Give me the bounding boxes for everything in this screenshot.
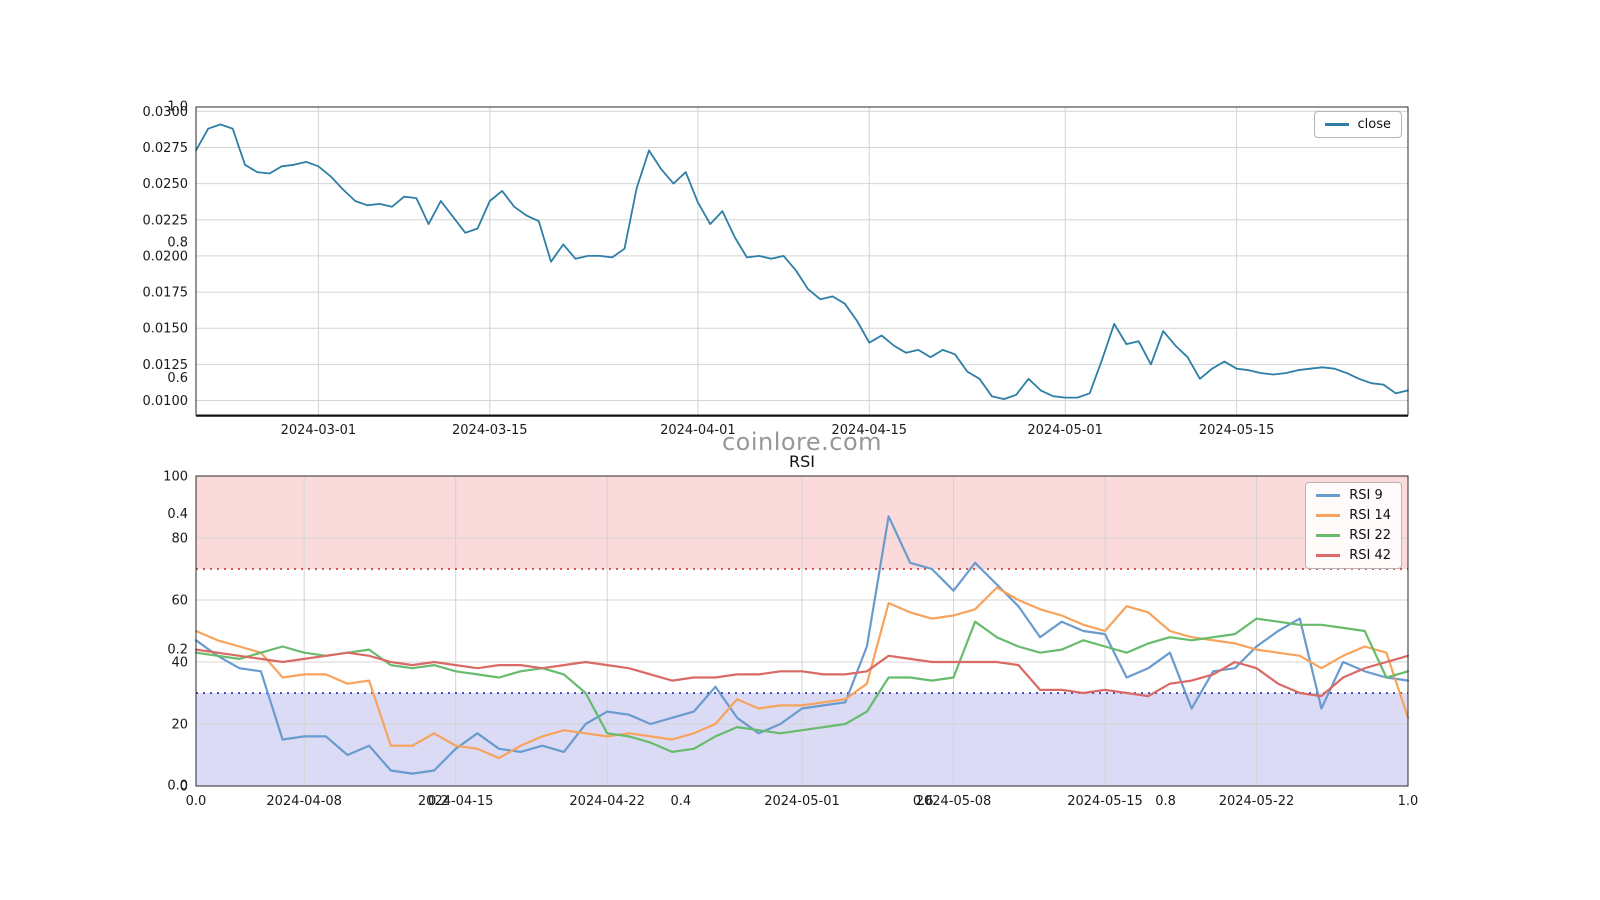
rsi-22-line-sample bbox=[1316, 534, 1341, 537]
y-tick-label: 40 bbox=[171, 656, 188, 671]
legend-label-rsi-22: RSI 22 bbox=[1349, 528, 1391, 543]
y-tick-label: 0.0200 bbox=[143, 249, 189, 264]
rsi-chart-title: RSI bbox=[789, 452, 815, 471]
overlay-x-tick-label: 0.4 bbox=[670, 794, 691, 809]
y-tick-label: 100 bbox=[163, 470, 188, 485]
legend-label-close: close bbox=[1357, 117, 1391, 132]
x-tick-label: 2024-04-22 bbox=[569, 794, 645, 809]
y-tick-label: 0.0225 bbox=[143, 213, 189, 228]
overlay-y-tick-label: 1.0 bbox=[167, 100, 188, 115]
plot-border bbox=[195, 106, 1409, 416]
close-line bbox=[195, 123, 1409, 401]
overlay-y-tick-label: 0.4 bbox=[167, 507, 188, 522]
y-tick-label: 0.0125 bbox=[143, 358, 189, 373]
overlay-y-tick-label: 0.8 bbox=[167, 235, 188, 250]
x-tick-label: 2024-05-15 bbox=[1067, 794, 1143, 809]
x-tick-label: 2024-04-08 bbox=[266, 794, 342, 809]
x-tick-label: 2024-05-22 bbox=[1219, 794, 1295, 809]
legend-label-rsi-9: RSI 9 bbox=[1349, 488, 1383, 503]
legend-label-rsi-14: RSI 14 bbox=[1349, 508, 1391, 523]
y-tick-label: 0.0100 bbox=[143, 394, 189, 409]
overlay-y-tick-label: 0.6 bbox=[167, 371, 188, 386]
y-tick-label: 0.0175 bbox=[143, 286, 189, 301]
overlay-x-tick-label: 1.0 bbox=[1398, 794, 1419, 809]
y-tick-label: 0 bbox=[180, 780, 188, 795]
overlay-x-tick-label: 0.6 bbox=[913, 794, 934, 809]
x-tick-label: 2024-05-08 bbox=[916, 794, 992, 809]
x-tick-label: 2024-05-01 bbox=[1027, 423, 1103, 438]
x-tick-label: 2024-03-01 bbox=[281, 423, 357, 438]
x-tick-label: 2024-05-01 bbox=[764, 794, 840, 809]
rsi-9-line bbox=[194, 515, 1410, 775]
legend-item-rsi-22: RSI 22 bbox=[1316, 528, 1391, 543]
y-tick-label: 60 bbox=[171, 594, 188, 609]
y-tick-label: 0.0275 bbox=[143, 141, 189, 156]
x-tick-label: 2024-04-01 bbox=[660, 423, 736, 438]
rsi-legend: RSI 9 RSI 14 RSI 22 RSI 42 bbox=[1305, 482, 1402, 569]
legend-label-rsi-42: RSI 42 bbox=[1349, 548, 1391, 563]
legend-item-rsi-14: RSI 14 bbox=[1316, 508, 1391, 523]
legend-item-rsi-42: RSI 42 bbox=[1316, 548, 1391, 563]
rsi-14-line-sample bbox=[1316, 514, 1341, 517]
close-line-sample bbox=[1324, 123, 1349, 126]
y-tick-label: 0.0150 bbox=[143, 322, 189, 337]
y-tick-label: 80 bbox=[171, 532, 188, 547]
rsi-9-line-sample bbox=[1316, 494, 1341, 497]
overlay-x-tick-label: 0.2 bbox=[428, 794, 449, 809]
overlay-x-tick-label: 0.8 bbox=[1155, 794, 1176, 809]
rsi-42-line bbox=[194, 648, 1410, 698]
price-legend: close bbox=[1313, 111, 1402, 138]
x-tick-label: 2024-03-15 bbox=[452, 423, 528, 438]
rsi-22-line bbox=[194, 617, 1410, 754]
plot-border bbox=[195, 475, 1409, 787]
overlay-x-tick-label: 0.0 bbox=[186, 794, 207, 809]
y-tick-label: 0.0300 bbox=[143, 105, 189, 120]
overlay-y-tick-label: 0.2 bbox=[167, 643, 188, 658]
x-tick-label: 2024-05-15 bbox=[1199, 423, 1275, 438]
y-tick-label: 0.0250 bbox=[143, 177, 189, 192]
y-tick-label: 20 bbox=[171, 718, 188, 733]
x-tick-label: 2024-04-15 bbox=[418, 794, 494, 809]
rsi-42-line-sample bbox=[1316, 554, 1341, 557]
legend-item-close: close bbox=[1324, 117, 1391, 132]
watermark: coinlore.com bbox=[721, 428, 883, 456]
legend-item-rsi-9: RSI 9 bbox=[1316, 488, 1391, 503]
x-tick-label: 2024-04-15 bbox=[832, 423, 908, 438]
overlay-y-tick-label: 0.0 bbox=[167, 779, 188, 794]
